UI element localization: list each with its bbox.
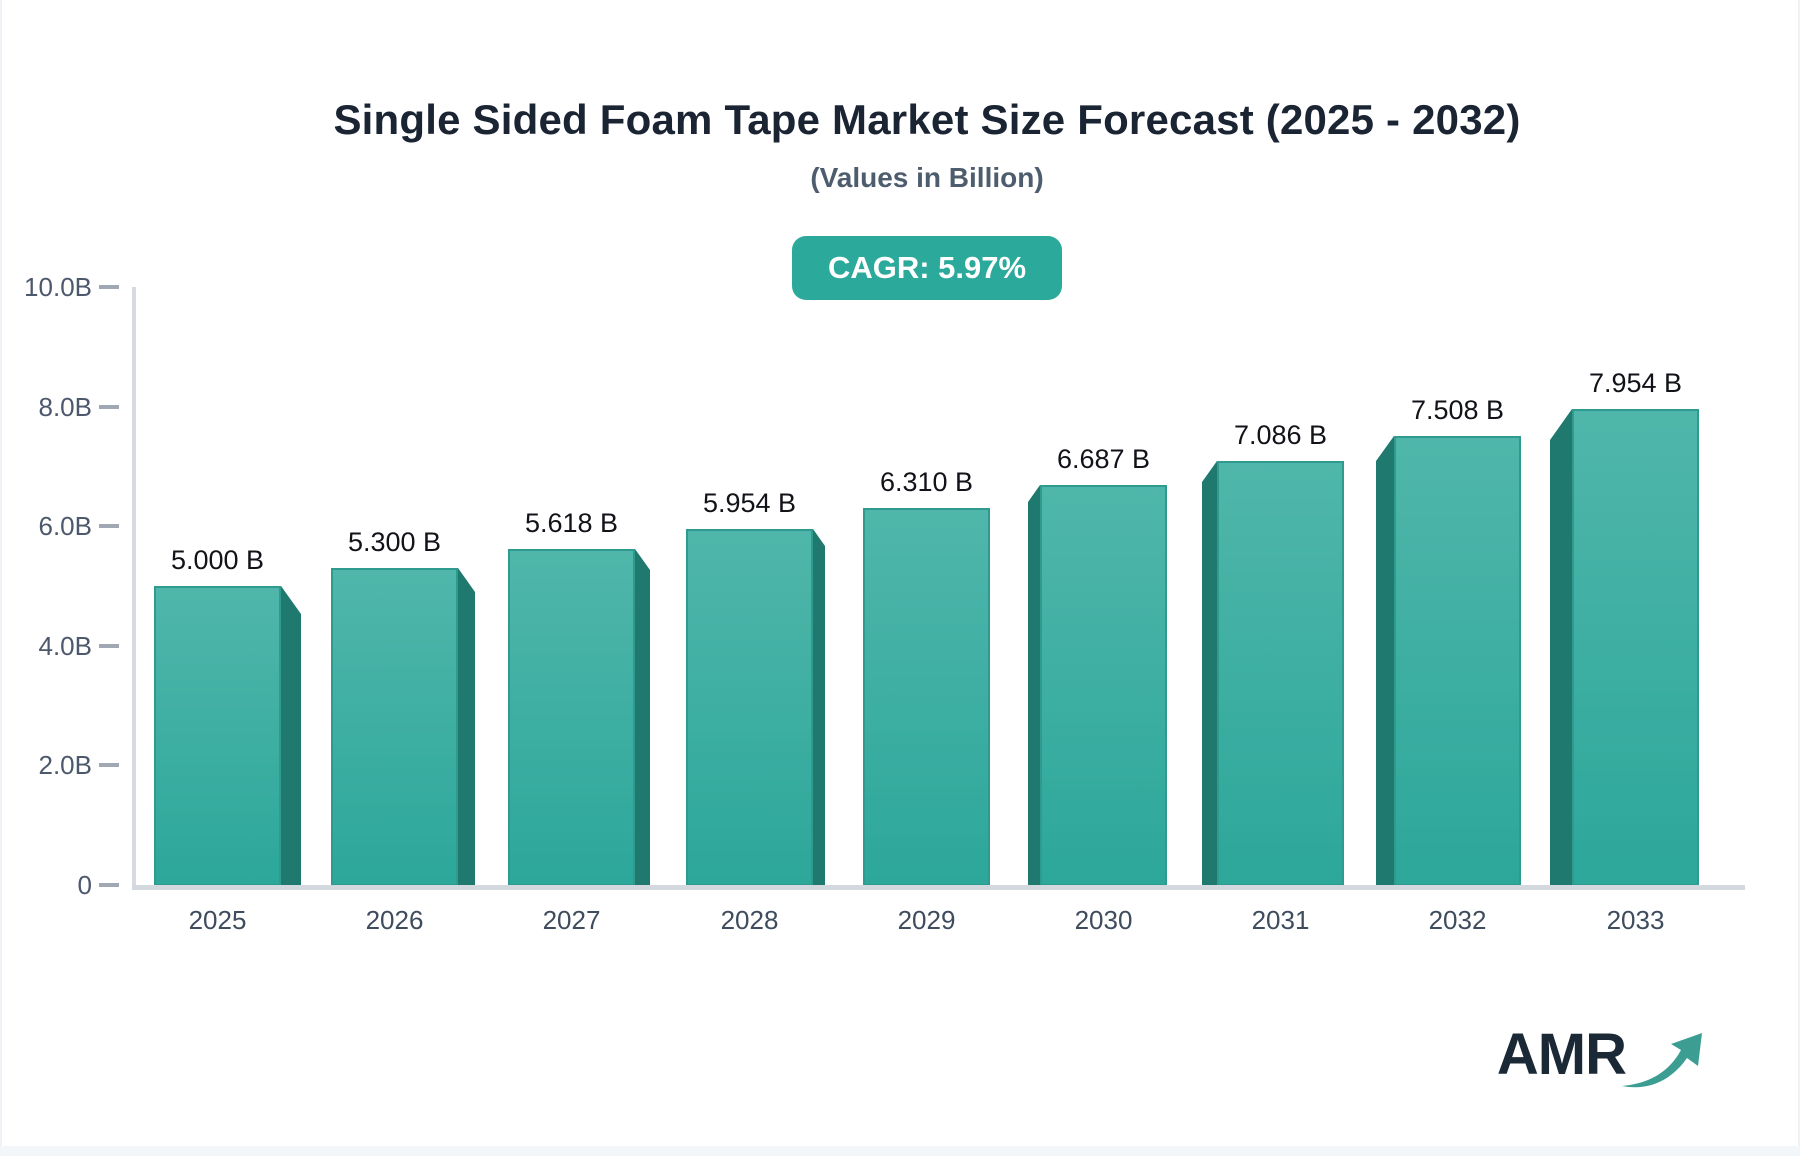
- bar-side-face: [281, 586, 301, 885]
- bar-2030[interactable]: [1028, 485, 1167, 885]
- bar-value-label: 6.687 B: [1056, 444, 1151, 474]
- bar-side-face: [458, 568, 475, 885]
- bar-value-label: 5.000 B: [170, 545, 265, 575]
- amr-logo-arrow-icon: [1622, 1033, 1702, 1088]
- bar-front-face: [863, 508, 990, 885]
- y-tick-label: 4.0B: [38, 630, 93, 661]
- cagr-badge: CAGR: 5.97%: [791, 236, 1063, 300]
- y-tick-label: 0: [77, 870, 92, 900]
- bar-front-face: [1040, 485, 1167, 885]
- x-tick-label: 2029: [897, 905, 956, 935]
- y-tick-label: 6.0B: [38, 511, 93, 542]
- bar-front-face: [1572, 409, 1699, 885]
- bar-side-face: [1028, 485, 1040, 885]
- bar-side-face: [635, 549, 650, 885]
- bar-front-face: [686, 529, 813, 885]
- bar-2026[interactable]: [331, 568, 475, 885]
- x-axis-baseline: [132, 885, 1745, 890]
- chart-title: Single Sided Foam Tape Market Size Forec…: [333, 96, 1521, 143]
- bar-front-face: [1394, 436, 1521, 885]
- y-tick-dash: [99, 524, 119, 529]
- bar-2031[interactable]: [1202, 461, 1344, 885]
- x-tick-label: 2027: [542, 905, 601, 935]
- bar-front-face: [331, 568, 458, 885]
- y-axis-line: [132, 287, 136, 885]
- chart-subtitle: (Values in Billion): [810, 162, 1044, 193]
- bar-2029[interactable]: [863, 508, 990, 885]
- bar-value-label: 5.618 B: [524, 508, 619, 538]
- bar-front-face: [508, 549, 635, 885]
- bar-2033[interactable]: [1550, 409, 1699, 885]
- bar-2032[interactable]: [1376, 436, 1521, 885]
- y-tick-dash: [99, 883, 119, 887]
- bar-2027[interactable]: [508, 549, 650, 885]
- bar-value-label: 5.954 B: [702, 488, 797, 518]
- chart-header: Single Sided Foam Tape Market Size Forec…: [2, 0, 1800, 300]
- y-tick-dash: [99, 643, 119, 648]
- bar-side-face: [813, 529, 825, 885]
- amr-logo-text: AMR: [1496, 1022, 1627, 1087]
- bar-side-face: [1376, 436, 1394, 885]
- bar-value-label: 7.954 B: [1588, 368, 1683, 398]
- x-tick-label: 2033: [1606, 905, 1665, 935]
- bar-value-label: 6.310 B: [879, 467, 974, 497]
- x-tick-label: 2028: [720, 905, 779, 935]
- y-tick-dash: [99, 763, 119, 768]
- x-tick-label: 2026: [365, 905, 424, 935]
- bar-value-label: 7.086 B: [1233, 420, 1328, 450]
- y-tick-dash: [99, 404, 119, 409]
- bar-2025[interactable]: [154, 586, 301, 885]
- bar-side-face: [1202, 461, 1217, 885]
- x-tick-label: 2032: [1428, 905, 1487, 935]
- bar-front-face: [154, 586, 281, 885]
- x-tick-label: 2031: [1251, 905, 1310, 935]
- y-tick-label: 8.0B: [38, 391, 93, 422]
- y-tick-label: 2.0B: [38, 750, 93, 781]
- bar-2028[interactable]: [686, 529, 825, 885]
- bar-value-label: 7.508 B: [1410, 395, 1505, 425]
- bar-value-label: 5.300 B: [347, 527, 442, 557]
- y-tick-label: 10.0B: [24, 272, 92, 302]
- x-tick-label: 2025: [188, 905, 247, 935]
- x-tick-label: 2030: [1074, 905, 1133, 935]
- bar-side-face: [1550, 409, 1572, 885]
- y-tick-dash: [99, 285, 119, 289]
- amr-logo: AMR: [1497, 1026, 1706, 1092]
- bar-front-face: [1217, 461, 1344, 885]
